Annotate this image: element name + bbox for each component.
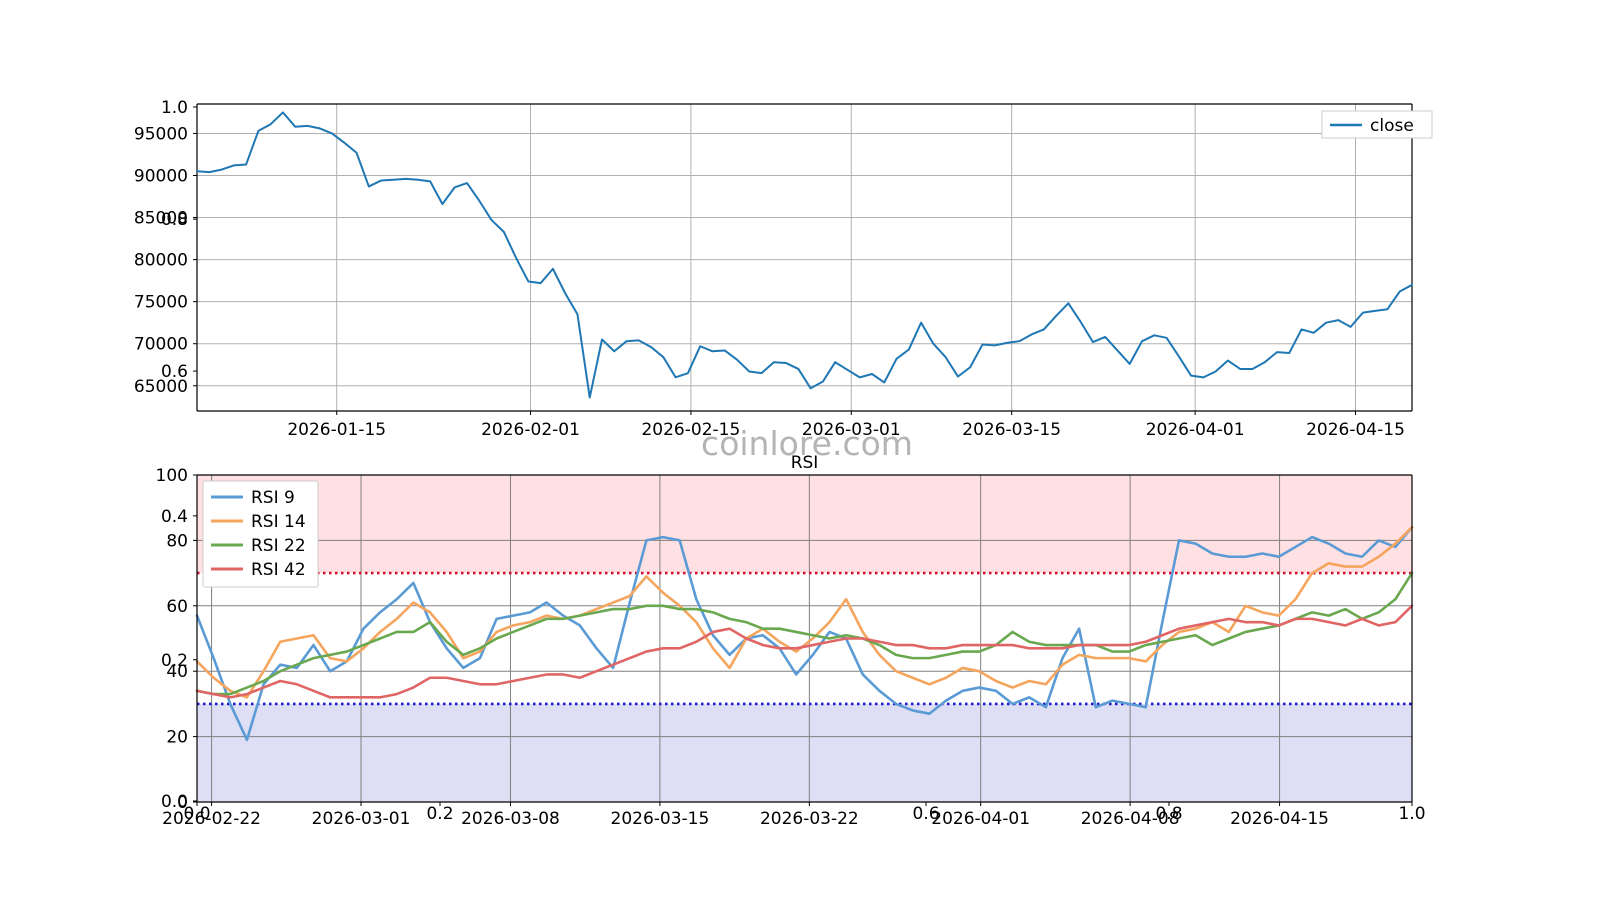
price-ytick-label: 80000 [134, 251, 188, 271]
rsi-secondary-xtick-label: 0.2 [426, 804, 453, 824]
rsi-series-rsi-22 [195, 571, 1414, 696]
rsi-series-rsi-9 [195, 526, 1414, 742]
price-ytick-label: 75000 [134, 293, 188, 313]
rsi-secondary-ytick-label: 0.4 [161, 507, 188, 527]
rsi-xtick-label: 2026-03-08 [461, 809, 560, 829]
rsi-series-rsi-42 [195, 604, 1414, 699]
rsi-xtick-label: 2026-04-01 [931, 809, 1030, 829]
rsi-legend-label-rsi-14: RSI 14 [251, 512, 306, 532]
rsi-ytick-label: 0 [177, 793, 188, 813]
price-legend: close [1321, 110, 1433, 139]
rsi-secondary-ytick-label: 0.0 [161, 792, 188, 812]
price-xtick-label: 2026-01-15 [287, 420, 386, 440]
rsi-ytick-label: 40 [166, 662, 188, 682]
rsi-xtick-label: 2026-02-22 [162, 809, 261, 829]
price-ytick-label: 90000 [134, 166, 188, 186]
rsi-xtick-label: 2026-03-01 [312, 809, 411, 829]
price-xtick-label: 2026-03-15 [962, 420, 1061, 440]
price-secondary-ytick-label: 0.6 [161, 362, 188, 382]
rsi-legend-label-rsi-42: RSI 42 [251, 560, 306, 580]
rsi-panel-title: RSI [791, 453, 819, 473]
rsi-xtick-label: 2026-04-15 [1230, 809, 1329, 829]
price-xtick-label: 2026-02-01 [481, 420, 580, 440]
rsi-secondary-ytick-label: 0.2 [161, 651, 188, 671]
rsi-ytick-label: 100 [156, 466, 188, 486]
rsi-secondary-xtick-label: 0.6 [912, 804, 939, 824]
price-xtick-label: 2026-04-15 [1306, 420, 1405, 440]
price-secondary-ytick-label: 0.8 [161, 210, 188, 230]
rsi-ytick-label: 60 [166, 597, 188, 617]
rsi-xtick-label: 2026-04-08 [1081, 809, 1180, 829]
rsi-overbought-band [197, 475, 1412, 574]
price-series-close [196, 111, 1413, 399]
price-ytick-label: 95000 [134, 124, 188, 144]
price-ytick-label: 70000 [134, 335, 188, 355]
price-secondary-ytick-label: 1.0 [161, 98, 188, 118]
price-panel: 65000 70000 75000 80000 85000 90000 95000 0.6 0.… [134, 98, 1433, 440]
rsi-secondary-xtick-label: 1.0 [1398, 804, 1425, 824]
rsi-legend-label-rsi-22: RSI 22 [251, 536, 306, 556]
rsi-ytick-label: 20 [166, 728, 188, 748]
rsi-ytick-label: 80 [166, 531, 188, 551]
rsi-legend: RSI 9 RSI 14 RSI 22 RSI 42 [202, 480, 319, 588]
rsi-xtick-label: 2026-03-15 [611, 809, 710, 829]
price-xtick-label: 2026-04-01 [1146, 420, 1245, 440]
rsi-panel: 0 20 40 60 80 100 0.0 0.2 0.4 2026-02-22 2026-03-0… [156, 466, 1426, 829]
price-xtick-label: 2026-03-01 [802, 420, 901, 440]
price-legend-label-close: close [1370, 116, 1414, 136]
price-plot-background [197, 104, 1412, 411]
price-xtick-label: 2026-02-15 [641, 420, 740, 440]
rsi-xtick-label: 2026-03-22 [760, 809, 859, 829]
rsi-secondary-xtick-label: 0.8 [1155, 804, 1182, 824]
rsi-legend-label-rsi-9: RSI 9 [251, 488, 295, 508]
price-ytick-label: 65000 [134, 377, 188, 397]
price-ytick-label: 85000 [134, 209, 188, 229]
rsi-secondary-xtick-label: 0.0 [183, 804, 210, 824]
rsi-oversold-band [197, 703, 1412, 802]
rsi-legend-box [202, 480, 319, 588]
coinlore-watermark: coinlore.com [701, 424, 913, 463]
